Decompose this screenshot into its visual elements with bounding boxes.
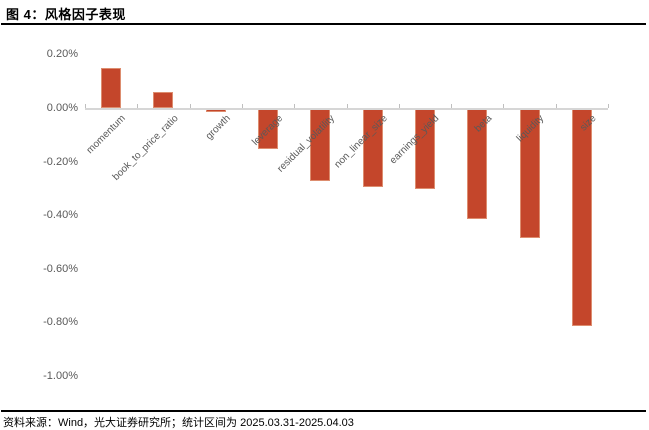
x-axis-tick bbox=[137, 104, 139, 108]
x-axis-tick bbox=[503, 104, 505, 108]
y-axis-label: 0.20% bbox=[46, 48, 78, 61]
x-axis-tick bbox=[555, 104, 557, 108]
title-divider bbox=[1, 23, 646, 25]
y-axis-label: -0.40% bbox=[43, 209, 78, 222]
source-note: 资料来源：Wind，光大证券研究所；统计区间为 2025.03.31-2025.… bbox=[3, 417, 354, 429]
y-axis-label: -1.00% bbox=[43, 370, 78, 382]
style-factor-bar-chart: 0.20% 0.00% -0.20% -0.40% -0.60% -0.80% -1.00%… bbox=[0, 26, 649, 410]
x-axis-tick bbox=[451, 104, 453, 108]
y-axis-label: -0.20% bbox=[43, 155, 78, 168]
category-label-growth: growth bbox=[203, 113, 233, 143]
y-axis-label: 0.00% bbox=[46, 102, 78, 114]
bar-momentum bbox=[101, 67, 122, 108]
figure-title: 图 4：风格因子表现 bbox=[6, 7, 126, 22]
bar-book_to_price_ratio bbox=[153, 91, 174, 108]
x-axis-line bbox=[85, 108, 608, 110]
x-axis-tick bbox=[189, 104, 191, 108]
y-axis-label: -0.60% bbox=[43, 262, 78, 275]
x-axis-tick bbox=[608, 104, 609, 108]
x-axis-tick bbox=[398, 104, 400, 108]
x-axis-tick bbox=[85, 104, 86, 108]
category-label-momentum: momentum bbox=[84, 113, 128, 157]
y-axis-label: -0.80% bbox=[43, 316, 78, 329]
bar-size bbox=[571, 109, 592, 327]
x-axis-tick bbox=[241, 104, 243, 108]
footer-divider bbox=[1, 410, 646, 412]
x-axis-tick bbox=[346, 104, 348, 108]
x-axis-tick bbox=[294, 104, 296, 108]
